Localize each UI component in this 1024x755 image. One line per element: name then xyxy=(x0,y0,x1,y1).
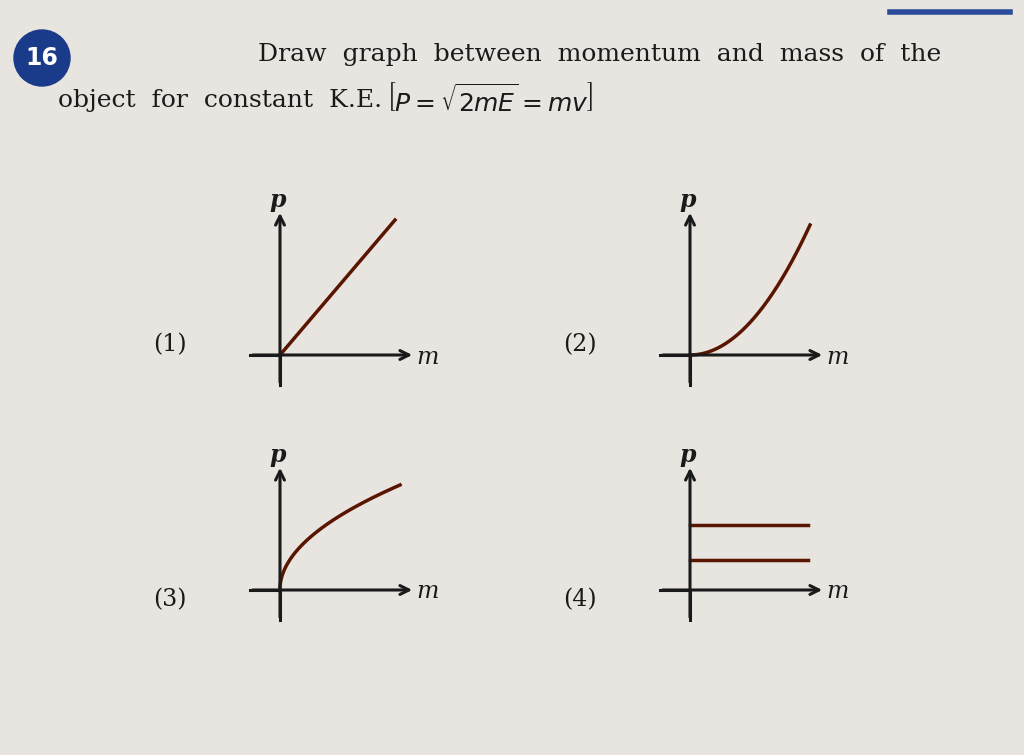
Text: m: m xyxy=(826,581,849,603)
Text: (2): (2) xyxy=(563,334,597,356)
Text: p: p xyxy=(269,188,287,212)
Text: m: m xyxy=(417,581,439,603)
Text: Draw  graph  between  momentum  and  mass  of  the: Draw graph between momentum and mass of … xyxy=(258,44,942,66)
Text: (3): (3) xyxy=(154,588,186,612)
Text: m: m xyxy=(417,346,439,368)
Text: (4): (4) xyxy=(563,588,597,612)
Text: object  for  constant  K.E.: object for constant K.E. xyxy=(58,88,382,112)
Text: (1): (1) xyxy=(154,334,186,356)
Text: p: p xyxy=(680,443,696,467)
Text: p: p xyxy=(269,443,287,467)
Text: $\left[P=\sqrt{2mE}=mv\right]$: $\left[P=\sqrt{2mE}=mv\right]$ xyxy=(386,84,594,116)
Text: m: m xyxy=(826,346,849,368)
Circle shape xyxy=(14,30,70,86)
Text: p: p xyxy=(680,188,696,212)
Text: 16: 16 xyxy=(26,46,58,70)
